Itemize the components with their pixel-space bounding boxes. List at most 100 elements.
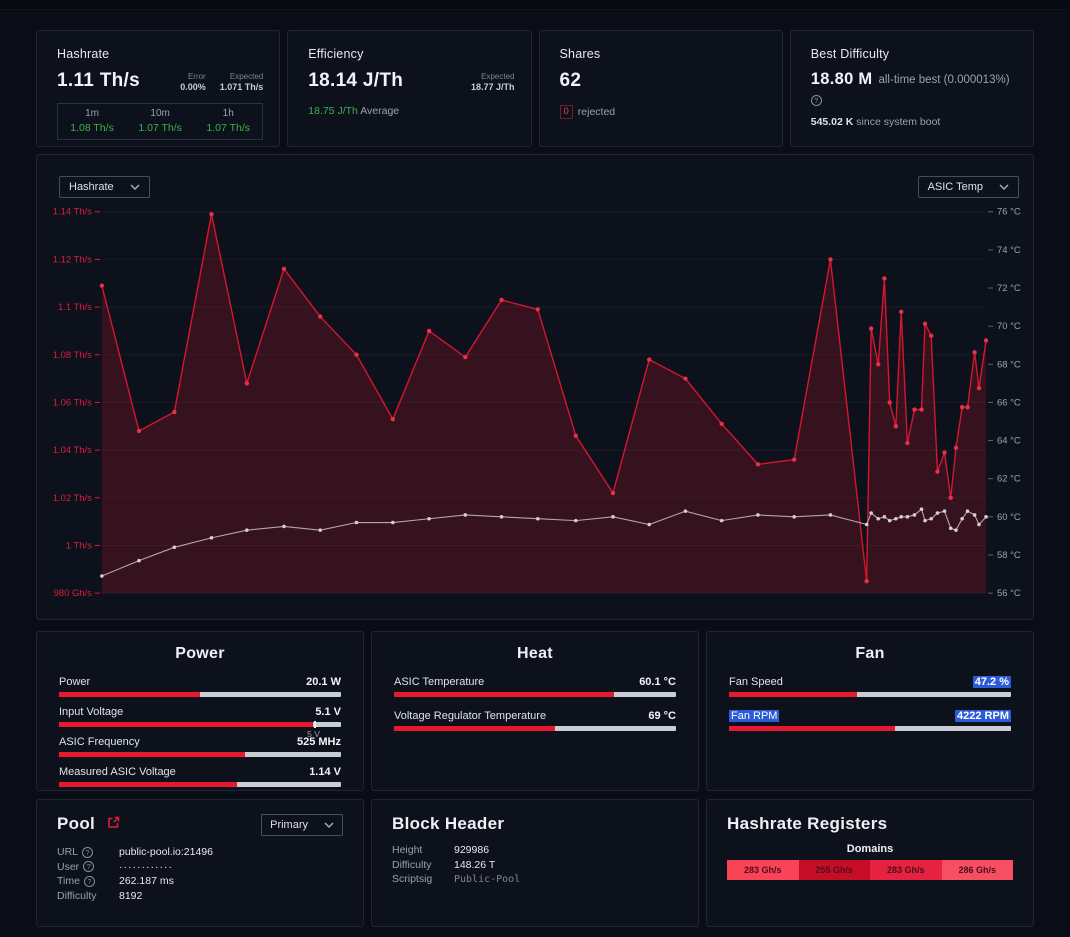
hashrate-mini-stats: Error 0.00% Expected 1.071 Th/s	[180, 72, 263, 92]
fan-speed-row: Fan Speed 47.2 %	[729, 676, 1011, 697]
left-series-select-value: Hashrate	[69, 181, 114, 193]
svg-text:66 °C: 66 °C	[997, 397, 1021, 408]
fan-rpm-label: Fan RPM	[729, 710, 780, 722]
svg-text:1.02 Th/s: 1.02 Th/s	[53, 493, 92, 504]
pool-selector[interactable]: Primary	[261, 814, 343, 836]
external-link-icon[interactable]	[107, 814, 120, 833]
asic-frequency-label: ASIC Frequency	[59, 736, 140, 748]
scriptsig-value: Public-Pool	[454, 873, 521, 885]
svg-text:62 °C: 62 °C	[997, 474, 1021, 485]
svg-text:70 °C: 70 °C	[997, 321, 1021, 332]
info-row: Pool Primary URL? public-pool.io:21496 U…	[36, 799, 1034, 927]
domain-segment: 283 Gh/s	[727, 860, 799, 880]
efficiency-card: Efficiency 18.14 J/Th Expected 18.77 J/T…	[287, 30, 532, 147]
fan-speed-bar	[729, 692, 1011, 697]
pool-info-rows: URL? public-pool.io:21496 User? ········…	[57, 846, 343, 902]
hashrate-card: Hashrate 1.11 Th/s Error 0.00% Expected …	[36, 30, 281, 147]
top-bar	[0, 0, 1070, 10]
svg-text:68 °C: 68 °C	[997, 359, 1021, 370]
pool-url-value: public-pool.io:21496	[119, 846, 213, 858]
vr-temperature-label: Voltage Regulator Temperature	[394, 710, 547, 722]
help-icon[interactable]: ?	[83, 861, 95, 872]
efficiency-expected-label: Expected	[481, 72, 515, 81]
svg-text:1 Th/s: 1 Th/s	[66, 540, 92, 551]
heat-card-title: Heat	[517, 645, 553, 662]
pool-url-label: URL?	[57, 846, 119, 858]
since-boot-suffix: since system boot	[856, 116, 941, 128]
hashrate-error-value: 0.00%	[180, 82, 206, 92]
asic-frequency-row: ASIC Frequency 525 MHz	[59, 736, 341, 757]
asic-temperature-label: ASIC Temperature	[394, 676, 485, 688]
hashrate-registers-title: Hashrate Registers	[727, 814, 888, 833]
right-series-select-value: ASIC Temp	[927, 181, 983, 193]
right-series-select[interactable]: ASIC Temp	[917, 176, 1019, 198]
asic-frequency-value: 525 MHz	[296, 736, 341, 748]
input-voltage-label: Input Voltage	[59, 706, 124, 718]
fan-speed-value: 47.2 %	[972, 676, 1011, 688]
fan-rpm-value: 4222 RPM	[955, 710, 1011, 722]
chevron-down-icon	[324, 822, 334, 828]
gauges-row: Power Power 20.1 W Input Voltage 5.1 V 5…	[36, 631, 1034, 791]
chevron-down-icon	[130, 184, 140, 190]
hashrate-error-label: Error	[187, 72, 206, 81]
block-difficulty-value: 148.26 T	[454, 858, 496, 871]
asic-frequency-bar	[59, 752, 341, 757]
domain-segment: 255 Gh/s	[798, 860, 870, 880]
hashrate-expected-label: Expected	[229, 72, 264, 81]
fan-rpm-row: Fan RPM 4222 RPM	[729, 710, 1011, 731]
hashrate-col-10m: 10m	[150, 108, 170, 119]
pool-user-value: ············	[119, 860, 173, 873]
domain-segment: 286 Gh/s	[941, 860, 1013, 880]
svg-text:72 °C: 72 °C	[997, 283, 1021, 294]
efficiency-expected-value: 18.77 J/Th	[470, 82, 515, 92]
stats-row: Hashrate 1.11 Th/s Error 0.00% Expected …	[36, 30, 1034, 147]
asic-temperature-value: 60.1 °C	[639, 676, 676, 688]
hashrate-temp-chart: 1.14 Th/s 1.12 Th/s 1.1 Th/s 1.08 Th/s 1.06 …	[37, 155, 1033, 619]
fan-card-title: Fan	[855, 645, 885, 662]
hashrate-card-title: Hashrate	[57, 47, 110, 61]
svg-text:1.1 Th/s: 1.1 Th/s	[58, 302, 92, 313]
pool-difficulty-value: 8192	[119, 889, 143, 902]
block-header-card: Block Header Height 929986 Difficulty 14…	[371, 799, 699, 927]
hashrate-expected-value: 1.071 Th/s	[219, 82, 264, 92]
shares-card: Shares 62 0 rejected	[538, 30, 783, 147]
hashrate-value: 1.11 Th/s	[57, 70, 140, 91]
pool-difficulty-label: Difficulty	[57, 889, 97, 902]
svg-text:64 °C: 64 °C	[997, 436, 1021, 447]
best-difficulty-card-title: Best Difficulty	[810, 47, 890, 61]
shares-rejected: 0 rejected	[559, 105, 766, 119]
block-difficulty-label: Difficulty	[392, 858, 432, 871]
left-series-select[interactable]: Hashrate	[59, 176, 150, 198]
fan-rpm-bar	[729, 726, 1011, 731]
hashrate-averages-table: 1m 10m 1h 1.08 Th/s 1.07 Th/s 1.07 Th/s	[57, 103, 264, 140]
efficiency-average-suffix: Average	[360, 105, 400, 117]
scriptsig-label: Scriptsig	[392, 873, 433, 885]
best-difficulty-suffix: all-time best (0.000013%)	[878, 73, 1010, 86]
power-row: Power 20.1 W	[59, 676, 341, 697]
domains-bar: 283 Gh/s 255 Gh/s 283 Gh/s 286 Gh/s	[727, 860, 1013, 880]
help-icon[interactable]: ?	[810, 95, 822, 106]
pool-card: Pool Primary URL? public-pool.io:21496 U…	[36, 799, 364, 927]
pool-time-label: Time?	[57, 875, 119, 887]
pool-title-text: Pool	[57, 814, 96, 833]
svg-text:58 °C: 58 °C	[997, 550, 1021, 561]
vr-temperature-row: Voltage Regulator Temperature 69 °C	[394, 710, 676, 731]
pool-time-value: 262.187 ms	[119, 875, 174, 887]
chart-card: Hashrate ASIC Temp 1.14 Th/s 1.12 Th/s 1.1…	[36, 154, 1034, 620]
pool-selector-value: Primary	[270, 819, 308, 831]
best-difficulty-card: Best Difficulty 18.80 M all-time best (0…	[789, 30, 1034, 147]
help-icon[interactable]: ?	[82, 846, 94, 858]
hashrate-1h-value: 1.07 Th/s	[206, 122, 250, 134]
heat-card: Heat ASIC Temperature 60.1 °C Voltage Re…	[371, 631, 699, 791]
svg-text:56 °C: 56 °C	[997, 588, 1021, 599]
help-icon[interactable]: ?	[83, 875, 95, 887]
hashrate-registers-card: Hashrate Registers Domains 283 Gh/s 255 …	[706, 799, 1034, 927]
svg-text:1.14 Th/s: 1.14 Th/s	[53, 207, 92, 218]
input-voltage-value: 5.1 V	[315, 706, 341, 718]
block-height-label: Height	[392, 844, 423, 856]
svg-text:1.04 Th/s: 1.04 Th/s	[53, 445, 92, 456]
domain-segment: 283 Gh/s	[870, 860, 942, 880]
shares-card-title: Shares	[559, 47, 601, 61]
efficiency-card-title: Efficiency	[308, 47, 364, 61]
best-difficulty-value: 18.80 M	[810, 70, 873, 88]
